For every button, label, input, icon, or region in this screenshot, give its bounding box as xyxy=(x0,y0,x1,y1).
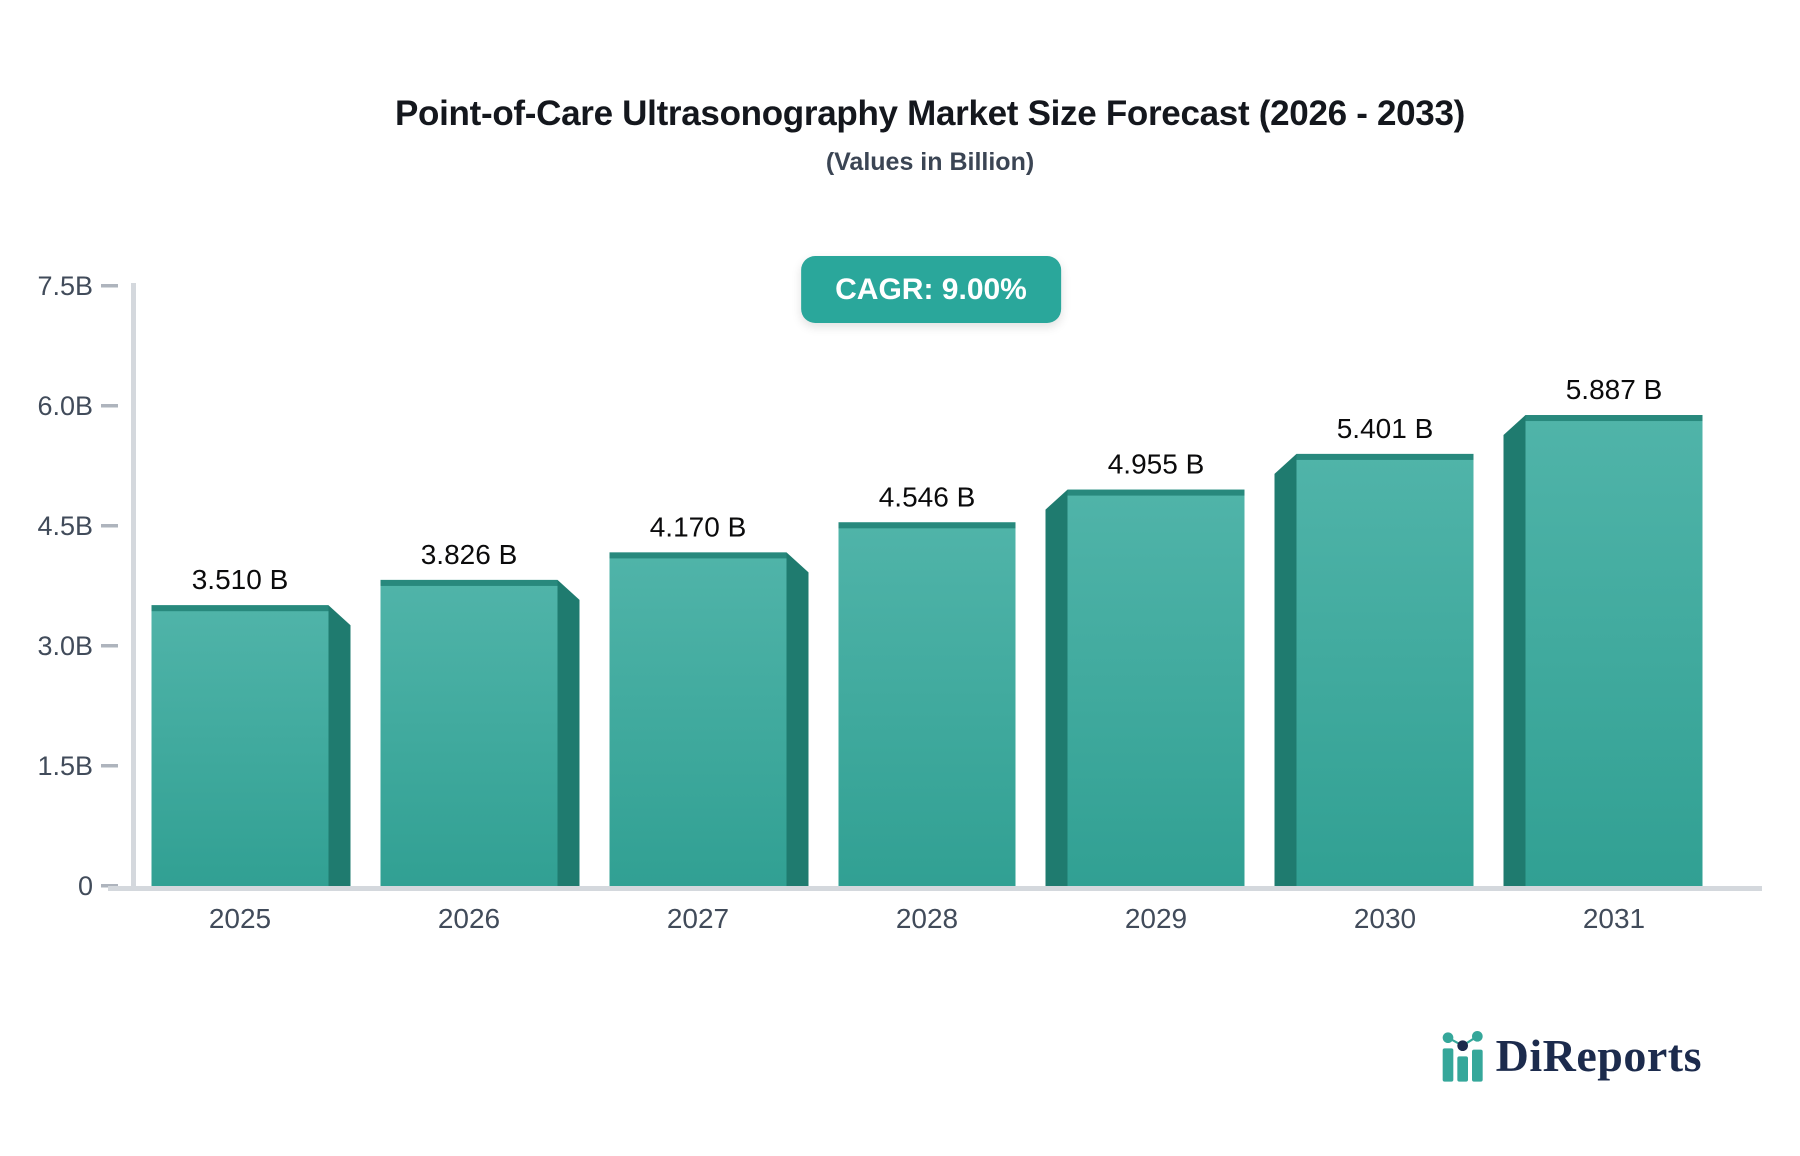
y-tick-label: 1.5B xyxy=(37,751,93,781)
bar-side-2027 xyxy=(786,552,809,886)
bar-top-2031 xyxy=(1525,415,1703,422)
bar-front-2025 xyxy=(151,605,329,886)
chart-subtitle: (Values in Billion) xyxy=(825,148,1035,176)
bar-value-label-2031: 5.887 B xyxy=(1566,374,1663,405)
cagr-badge: CAGR: 9.00% xyxy=(801,256,1061,323)
bar-front-2026 xyxy=(380,579,558,886)
y-tick-label: 0 xyxy=(78,871,93,901)
bar-top-2030 xyxy=(1296,453,1474,460)
bar-top-2025 xyxy=(151,605,329,612)
bar-front-2029 xyxy=(1067,489,1245,886)
y-tick xyxy=(101,644,118,648)
x-category-label-2030: 2030 xyxy=(1354,903,1416,934)
x-category-label-2029: 2029 xyxy=(1125,903,1187,934)
y-tick xyxy=(101,404,118,408)
bar-side-2029 xyxy=(1045,489,1068,886)
bar-value-label-2028: 4.546 B xyxy=(879,481,976,512)
bar-value-label-2029: 4.955 B xyxy=(1108,449,1205,480)
bar-side-2031 xyxy=(1503,415,1526,886)
bar-top-2027 xyxy=(609,552,787,559)
y-tick-label: 3.0B xyxy=(37,631,93,661)
x-category-label-2025: 2025 xyxy=(209,903,271,934)
y-tick xyxy=(101,764,118,768)
bar-chart: 0 1.5B 3.0B 4.5B 6.0B 7.5B 3.510 B 2025 3.826 B 2… xyxy=(37,271,1762,934)
bar-value-label-2026: 3.826 B xyxy=(421,539,518,570)
bar-side-2025 xyxy=(328,605,351,886)
bar-side-2026 xyxy=(557,579,580,886)
x-category-label-2027: 2027 xyxy=(667,903,729,934)
bar-top-2029 xyxy=(1067,489,1245,496)
x-category-label-2028: 2028 xyxy=(896,903,958,934)
bar-front-2031 xyxy=(1525,415,1703,886)
y-tick xyxy=(101,884,118,888)
y-tick-label: 4.5B xyxy=(37,511,93,541)
bar-top-2028 xyxy=(838,522,1016,529)
bar-front-2027 xyxy=(609,552,787,886)
chart-title: Point-of-Care Ultrasonography Market Siz… xyxy=(394,94,1465,133)
brand-logo: DiReports xyxy=(1440,1028,1702,1082)
bar-side-2030 xyxy=(1274,453,1297,886)
x-axis-line xyxy=(108,886,1762,891)
bar-value-label-2025: 3.510 B xyxy=(192,564,289,595)
bar-front-2028 xyxy=(838,522,1016,886)
y-tick-label: 6.0B xyxy=(37,391,93,421)
bar-value-label-2027: 4.170 B xyxy=(650,511,747,542)
y-axis-line xyxy=(131,283,136,891)
bar-top-2026 xyxy=(380,579,558,586)
y-tick-label: 7.5B xyxy=(37,271,93,301)
x-category-label-2026: 2026 xyxy=(438,903,500,934)
mini-bar-chart-icon xyxy=(1442,1031,1483,1082)
y-tick xyxy=(101,524,118,528)
bar-front-2030 xyxy=(1296,453,1474,886)
bar-value-label-2030: 5.401 B xyxy=(1337,413,1434,444)
x-category-label-2031: 2031 xyxy=(1583,903,1645,934)
y-tick xyxy=(101,284,118,288)
brand-name: DiReports xyxy=(1495,1029,1702,1081)
